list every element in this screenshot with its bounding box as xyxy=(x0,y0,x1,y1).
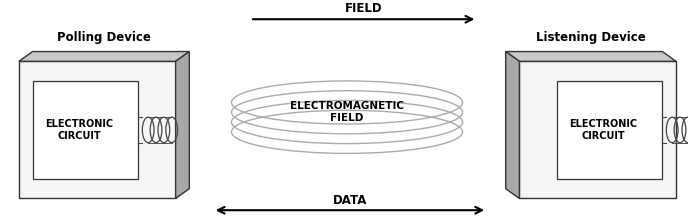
Text: DATA: DATA xyxy=(333,194,367,207)
Polygon shape xyxy=(33,81,138,179)
Polygon shape xyxy=(519,61,676,198)
Text: FIELD: FIELD xyxy=(345,2,382,15)
Text: Listening Device: Listening Device xyxy=(536,31,646,44)
Polygon shape xyxy=(176,51,189,198)
Polygon shape xyxy=(506,51,676,61)
Text: ELECTROMAGNETIC
FIELD: ELECTROMAGNETIC FIELD xyxy=(290,101,404,123)
Polygon shape xyxy=(19,51,189,61)
Polygon shape xyxy=(557,81,662,179)
Polygon shape xyxy=(506,51,519,198)
Text: Polling Device: Polling Device xyxy=(57,31,151,44)
Text: ELECTRONIC
CIRCUIT: ELECTRONIC CIRCUIT xyxy=(45,119,113,141)
Polygon shape xyxy=(19,61,176,198)
Text: ELECTRONIC
CIRCUIT: ELECTRONIC CIRCUIT xyxy=(569,119,637,141)
